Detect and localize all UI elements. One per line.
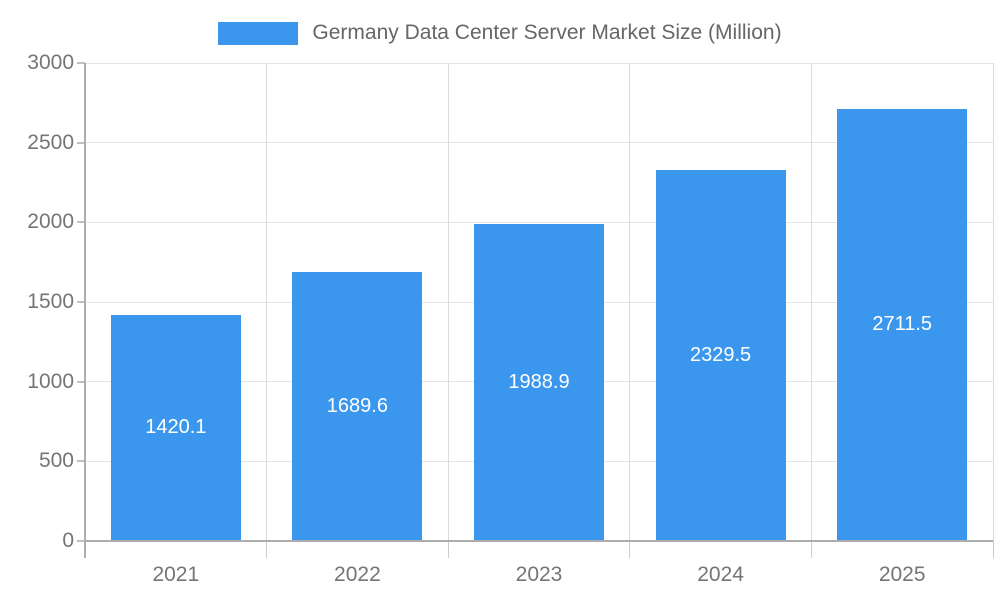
- y-tick-label: 2000: [27, 210, 74, 234]
- y-axis-tick: [77, 141, 85, 144]
- bar-2024[interactable]: 2329.5: [655, 169, 786, 541]
- x-axis-tick: [266, 541, 268, 558]
- y-axis-tick: [77, 221, 85, 224]
- x-gridline: [266, 63, 268, 541]
- bar-value-label: 1988.9: [508, 371, 570, 394]
- y-tick-label: 1000: [27, 369, 74, 393]
- y-axis-line: [84, 63, 86, 558]
- x-axis-tick: [992, 541, 994, 558]
- bar-2022[interactable]: 1689.6: [292, 271, 423, 541]
- y-gridline: [85, 221, 993, 223]
- y-tick-label: 0: [62, 529, 74, 552]
- bar-2023[interactable]: 1988.9: [474, 224, 604, 541]
- y-axis-tick: [77, 540, 85, 542]
- bar-value-label: 1420.1: [145, 416, 207, 439]
- y-axis-tick: [77, 380, 85, 383]
- y-axis-tick: [77, 460, 85, 463]
- x-tick-label-2021: 2021: [152, 563, 200, 586]
- x-gridline: [992, 63, 994, 541]
- x-tick-label-2025: 2025: [878, 563, 926, 586]
- y-tick-label: 2500: [27, 130, 74, 154]
- bar-2021[interactable]: 1420.1: [110, 314, 241, 541]
- legend-swatch-icon: [218, 21, 299, 45]
- x-tick-label-2024: 2024: [697, 563, 744, 586]
- x-tick-label-2022: 2022: [334, 563, 381, 586]
- bar-2025[interactable]: 2711.5: [837, 108, 968, 541]
- x-axis-tick: [629, 541, 631, 558]
- legend[interactable]: Germany Data Center Server Market Size (…: [0, 20, 1000, 46]
- y-tick-label: 500: [38, 449, 74, 473]
- y-tick-label: 3000: [27, 51, 74, 74]
- x-gridline: [447, 63, 449, 541]
- x-tick-label-2023: 2023: [515, 563, 563, 586]
- x-gridline: [629, 63, 631, 541]
- x-gridline: [810, 63, 812, 541]
- legend-label: Germany Data Center Server Market Size (…: [312, 21, 782, 44]
- x-axis-tick: [447, 541, 449, 558]
- y-gridline: [85, 62, 993, 64]
- y-axis-tick: [77, 62, 85, 64]
- bar-value-label: 1689.6: [326, 394, 388, 417]
- x-axis-baseline: [85, 540, 993, 542]
- x-axis-tick: [810, 541, 812, 558]
- bar-value-label: 2329.5: [690, 343, 752, 366]
- y-axis-tick: [77, 301, 85, 303]
- bar-value-label: 2711.5: [872, 313, 933, 336]
- y-tick-label: 1500: [27, 290, 74, 313]
- y-gridline: [85, 142, 993, 144]
